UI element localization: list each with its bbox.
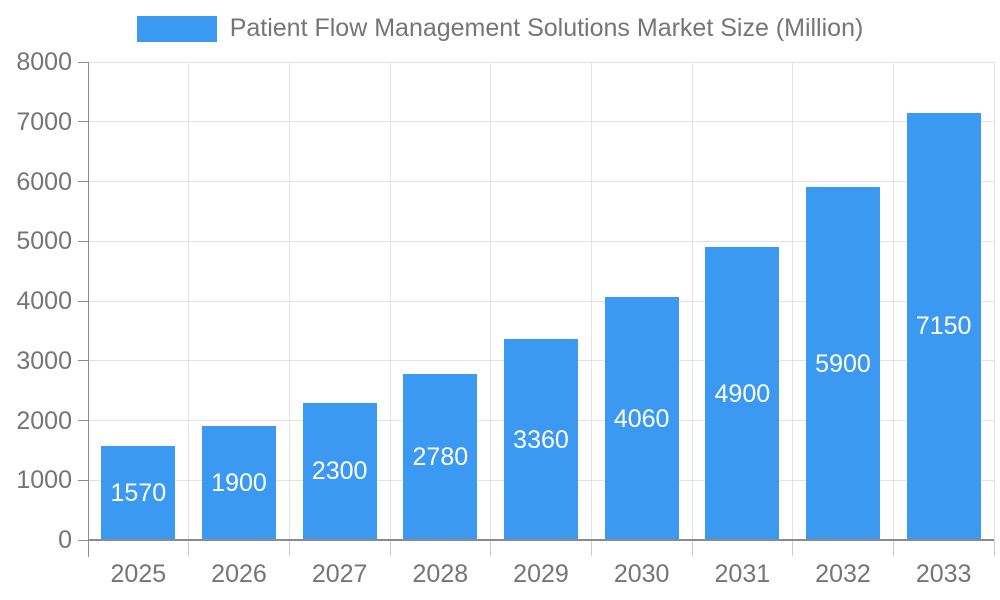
x-axis-label: 2028: [412, 560, 469, 588]
x-axis-tick: [288, 540, 290, 556]
bar[interactable]: [604, 297, 679, 540]
x-gridline: [792, 62, 794, 540]
y-axis-label: 7000: [16, 107, 72, 136]
x-axis-label: 2032: [815, 560, 871, 588]
x-axis-tick: [993, 540, 995, 556]
y-gridline: [88, 61, 994, 63]
x-axis-tick: [490, 540, 492, 556]
y-gridline: [88, 300, 994, 302]
y-axis-tick: [78, 240, 88, 242]
y-axis-tick: [78, 360, 88, 362]
x-axis-tick: [188, 540, 190, 556]
bar[interactable]: [906, 112, 981, 540]
y-axis-tick: [78, 300, 88, 302]
x-axis-label: 2030: [613, 560, 670, 588]
x-gridline: [892, 62, 894, 540]
bar[interactable]: [302, 402, 377, 540]
x-axis-label: 2029: [513, 560, 569, 588]
y-axis-tick: [78, 121, 88, 123]
x-gridline: [188, 62, 190, 540]
y-axis-line: [87, 62, 89, 557]
y-axis-label: 1000: [16, 466, 72, 495]
x-gridline: [691, 62, 693, 540]
bar[interactable]: [705, 247, 780, 540]
x-axis-label: 2027: [311, 560, 368, 588]
bar[interactable]: [806, 187, 880, 540]
x-axis-tick: [892, 540, 894, 556]
y-axis-tick: [78, 61, 88, 63]
y-axis-label: 4000: [16, 287, 72, 315]
x-gridline: [590, 62, 592, 540]
x-axis-line: [88, 539, 994, 541]
bar[interactable]: [403, 373, 478, 540]
y-axis-tick: [78, 539, 88, 541]
y-axis-label: 8000: [16, 48, 72, 76]
x-gridline: [389, 62, 391, 540]
x-gridline: [490, 62, 492, 540]
bar[interactable]: [202, 426, 276, 540]
legend-color-swatch: [136, 15, 217, 42]
x-axis-label: 2031: [714, 560, 771, 588]
y-axis-tick: [78, 479, 88, 481]
x-gridline: [993, 62, 995, 540]
y-gridline: [88, 240, 994, 242]
y-axis-label: 2000: [16, 406, 72, 435]
x-axis-tick: [691, 540, 693, 556]
y-gridline: [88, 181, 994, 182]
bar[interactable]: [504, 339, 578, 540]
y-axis-label: 5000: [16, 227, 72, 256]
y-axis-label: 0: [58, 526, 72, 554]
legend-item[interactable]: Patient Flow Management Solutions Market…: [0, 14, 1000, 43]
y-axis-tick: [78, 420, 88, 421]
x-axis-tick: [792, 540, 794, 556]
legend-label: Patient Flow Management Solutions Market…: [229, 14, 864, 42]
x-axis-tick: [389, 540, 391, 556]
x-axis-label: 2033: [915, 560, 972, 588]
y-gridline: [88, 121, 994, 123]
y-axis-label: 3000: [16, 346, 72, 375]
y-axis-tick: [78, 181, 88, 182]
x-gridline: [288, 62, 290, 540]
x-axis-label: 2025: [110, 560, 167, 588]
x-axis-tick: [590, 540, 592, 556]
y-axis-label: 6000: [16, 167, 72, 196]
bar[interactable]: [101, 446, 176, 540]
x-axis-label: 2026: [211, 560, 267, 588]
